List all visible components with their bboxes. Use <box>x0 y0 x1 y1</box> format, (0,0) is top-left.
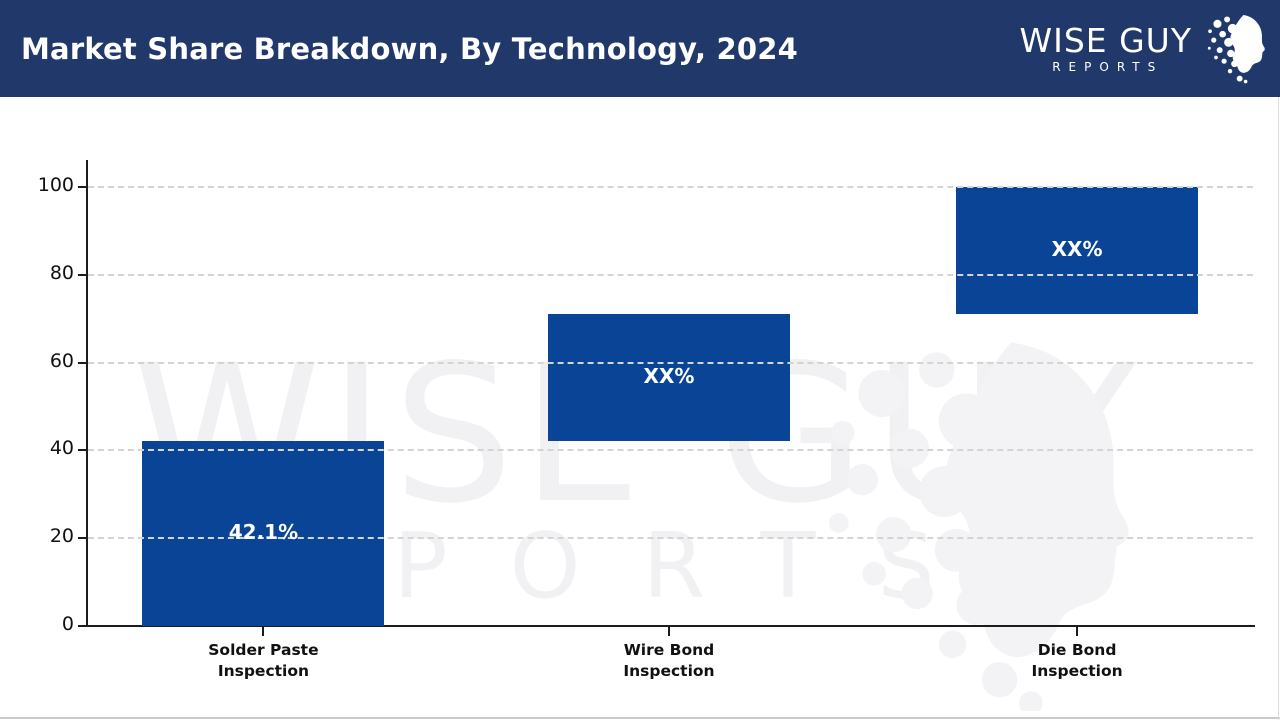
gridline <box>88 449 1253 452</box>
header: Market Share Breakdown, By Technology, 2… <box>0 0 1280 97</box>
logo-wordmark: WISE GUY <box>1019 20 1192 60</box>
gridline <box>88 537 1253 540</box>
logo-subtext: REPORTS <box>1052 60 1164 75</box>
x-category-label: Solder Paste Inspection <box>208 641 319 680</box>
y-axis-tick <box>78 186 87 188</box>
y-axis-line <box>86 160 88 626</box>
logo-head-icon <box>1207 14 1265 84</box>
gridline <box>88 186 1253 188</box>
y-axis-tick <box>78 625 87 627</box>
x-axis-tick <box>262 627 265 636</box>
page-title: Market Share Breakdown, By Technology, 2… <box>21 31 799 66</box>
chart-area: WISE GUY REPORTS 42.1% XX% XX% 0 20 40 60 80 10… <box>0 97 1280 720</box>
bar-segment <box>956 187 1199 315</box>
x-axis-line <box>86 625 1255 627</box>
y-tick-label: 20 <box>49 525 74 548</box>
gridline <box>88 361 1253 364</box>
x-category-label: Wire Bond Inspection <box>623 641 715 680</box>
y-axis-tick <box>78 273 87 276</box>
x-axis-tick <box>667 627 670 636</box>
logo-text: WISE GUY REPORTS <box>1019 20 1192 75</box>
y-axis-tick <box>78 537 87 540</box>
bar-segment <box>547 314 790 442</box>
bar-value-label: XX% <box>643 363 695 388</box>
x-category-label: Die Bond Inspection <box>1031 641 1123 680</box>
bar-value-label: XX% <box>1051 236 1103 261</box>
y-tick-label: 40 <box>49 437 74 460</box>
watermark-head-icon <box>829 342 1129 711</box>
y-tick-label: 60 <box>49 349 74 372</box>
right-border <box>1278 97 1279 720</box>
plot-area: 42.1% XX% XX% <box>88 163 1253 626</box>
x-axis-tick <box>1076 627 1079 636</box>
wiseguy-logo: WISE GUY REPORTS <box>1019 5 1270 93</box>
y-tick-label: 80 <box>49 261 74 284</box>
gridline <box>88 273 1253 276</box>
y-axis-tick <box>78 361 87 364</box>
bar-value-label: 42.1% <box>228 519 299 544</box>
bar-segment <box>142 441 385 626</box>
y-axis-tick <box>78 449 87 452</box>
y-tick-label: 100 <box>37 174 74 196</box>
y-tick-label: 0 <box>61 613 74 635</box>
bottom-border <box>0 717 1280 719</box>
